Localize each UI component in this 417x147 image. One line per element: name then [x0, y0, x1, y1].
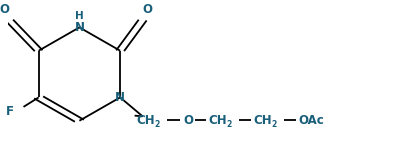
Text: 2: 2 — [226, 120, 231, 129]
Text: CH: CH — [137, 113, 155, 127]
Text: O: O — [0, 3, 9, 16]
Text: 2: 2 — [271, 120, 276, 129]
Text: CH: CH — [253, 113, 272, 127]
Text: F: F — [6, 106, 14, 118]
Text: N: N — [115, 91, 125, 104]
Text: H: H — [75, 11, 84, 21]
Text: OAc: OAc — [298, 113, 324, 127]
Text: CH: CH — [208, 113, 227, 127]
Text: O: O — [184, 113, 194, 127]
Text: 2: 2 — [154, 120, 160, 129]
Text: O: O — [143, 3, 153, 16]
Text: N: N — [74, 21, 84, 34]
